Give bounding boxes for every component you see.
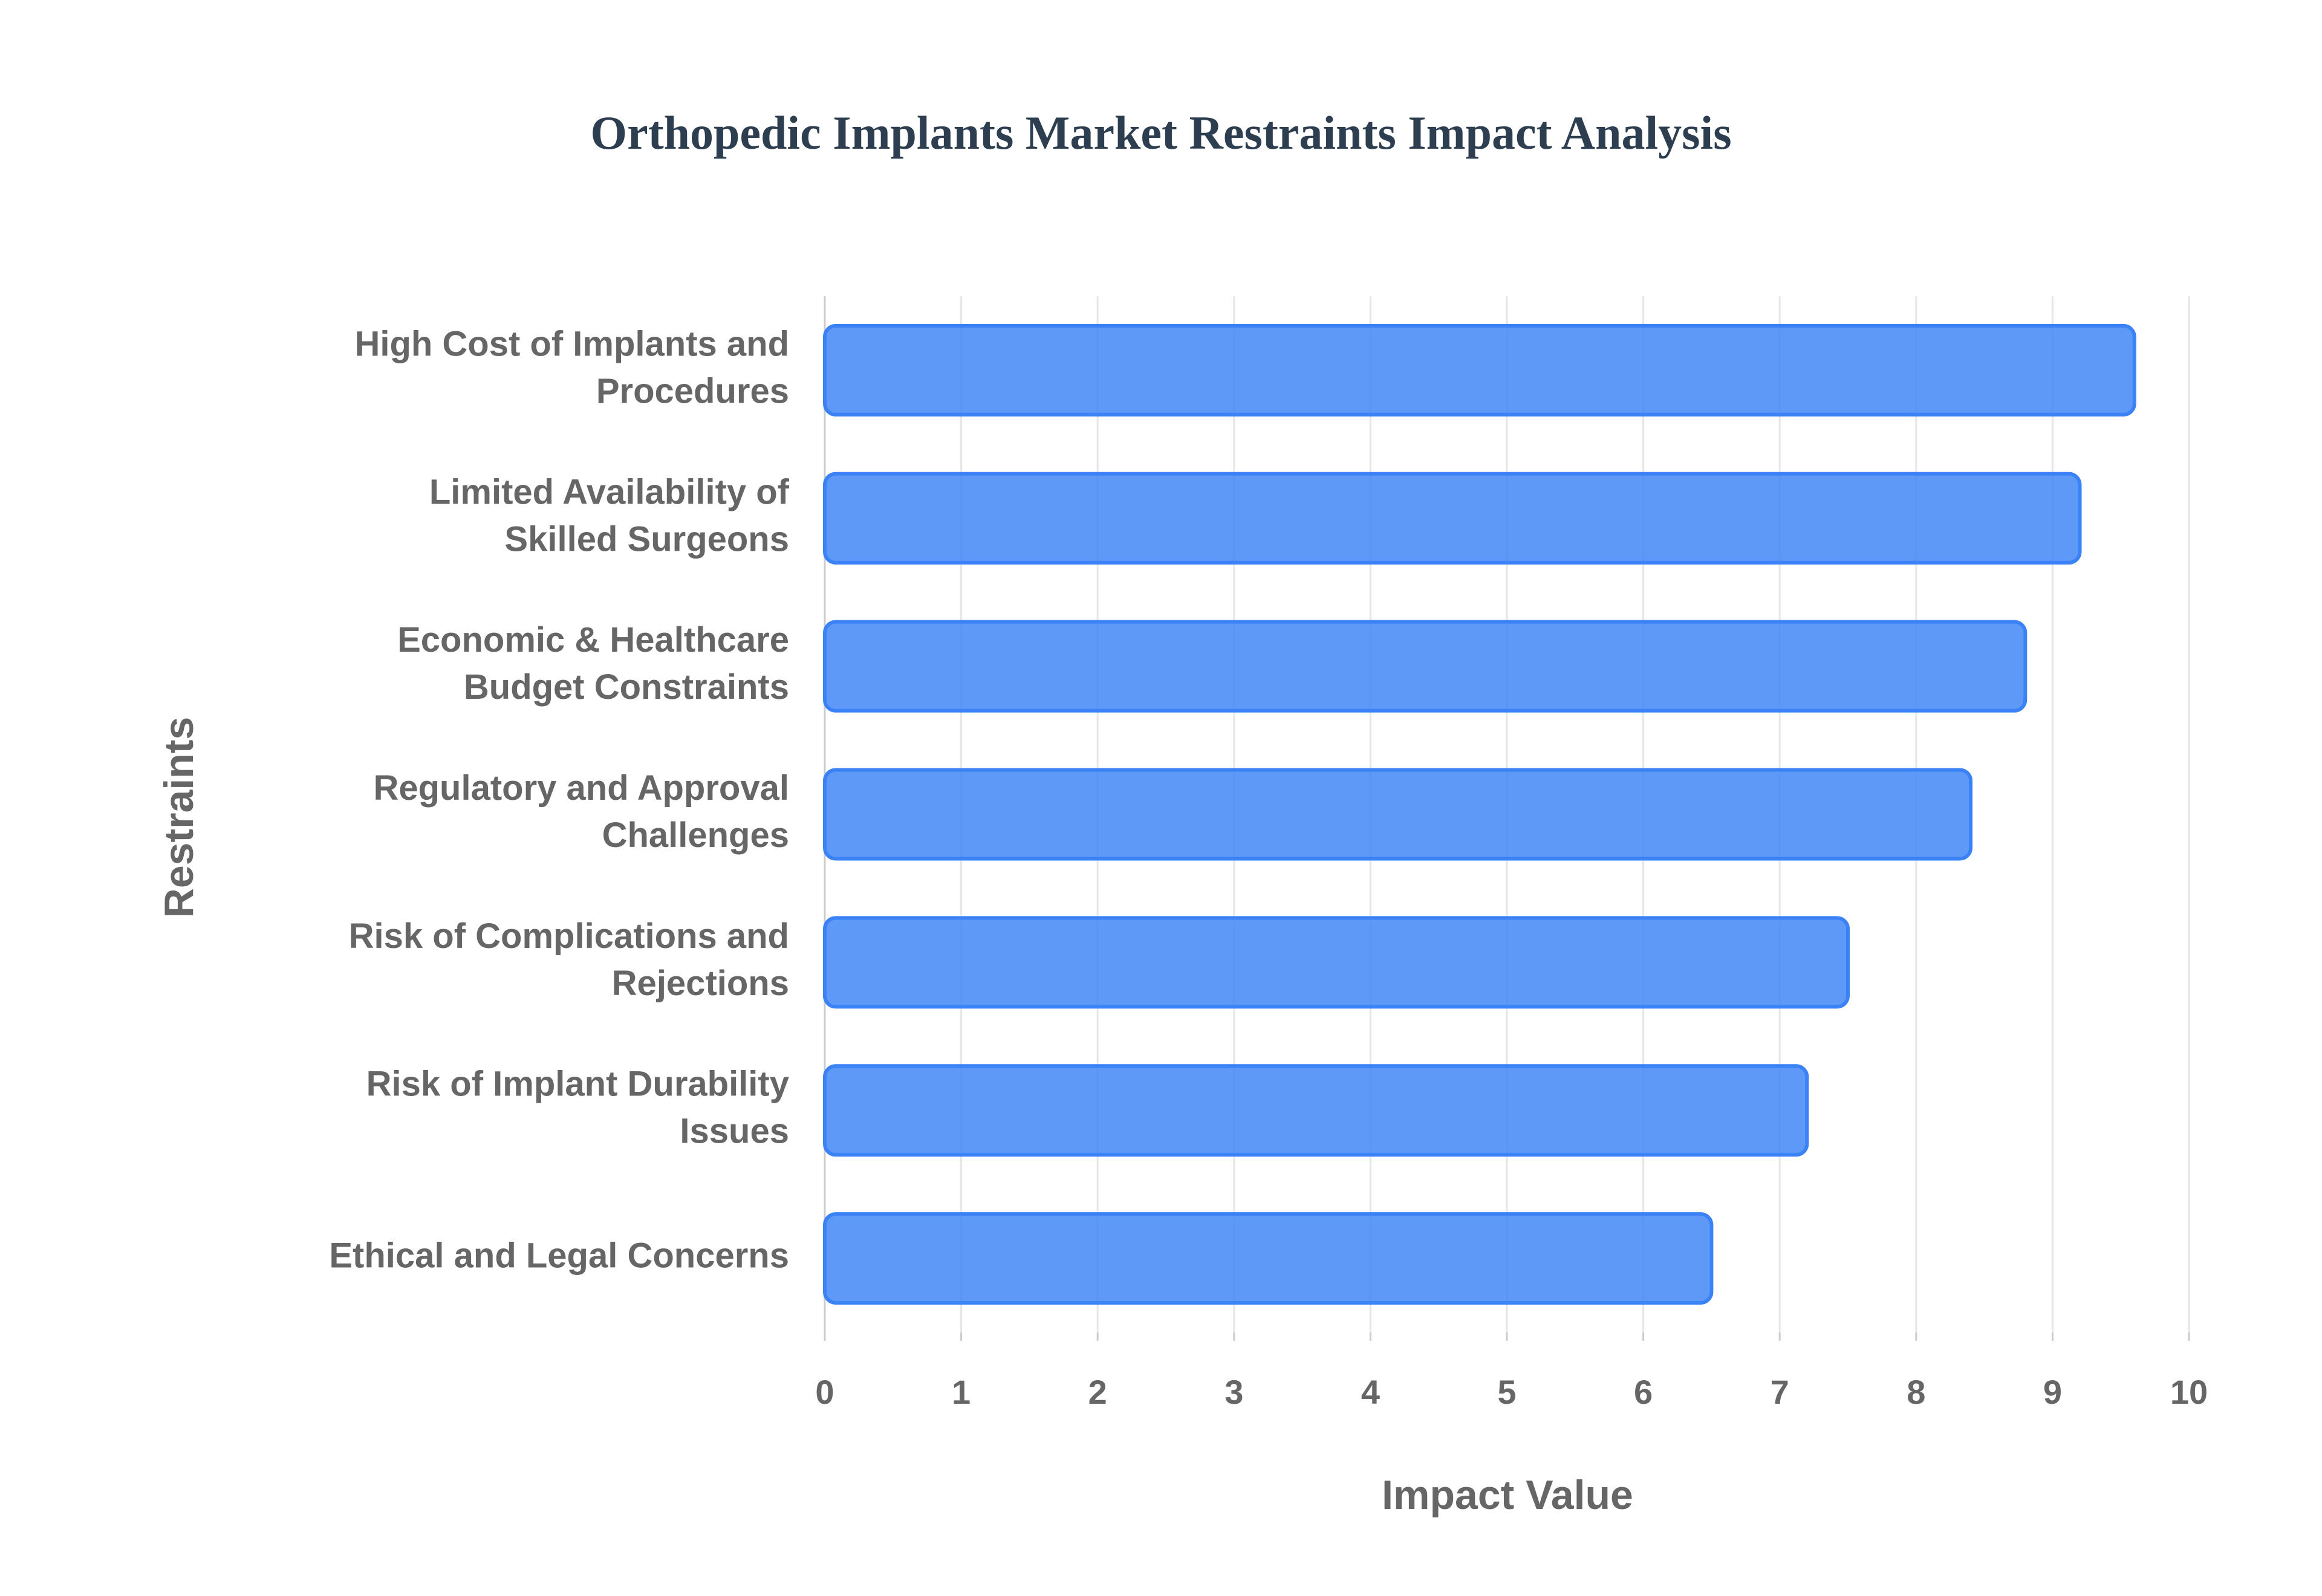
y-tick-label: Limited Availability of Skilled Surgeons bbox=[429, 473, 790, 559]
y-axis-label: Restraints bbox=[156, 717, 202, 918]
x-tick-label: 1 bbox=[952, 1373, 971, 1411]
y-tick-label: High Cost of Implants and Procedures bbox=[354, 325, 789, 411]
bar bbox=[823, 472, 2082, 565]
bar bbox=[823, 323, 2136, 417]
y-tick-label: Risk of Complications and Rejections bbox=[349, 916, 789, 1003]
bar bbox=[823, 1064, 1809, 1157]
x-tick-label: 8 bbox=[1907, 1373, 1925, 1411]
bar bbox=[823, 768, 1973, 861]
bar bbox=[823, 620, 2028, 713]
y-tick-label: Risk of Implant Durability Issues bbox=[366, 1065, 789, 1151]
x-tick-label: 9 bbox=[2043, 1373, 2062, 1411]
x-tick-label: 0 bbox=[815, 1373, 834, 1411]
bar bbox=[823, 916, 1850, 1009]
x-tick-label: 4 bbox=[1361, 1373, 1380, 1411]
x-tick-label: 3 bbox=[1224, 1373, 1243, 1411]
y-tick-label: Ethical and Legal Concerns bbox=[329, 1236, 789, 1276]
y-tick-label: Regulatory and Approval Challenges bbox=[373, 768, 789, 855]
x-axis-label: Impact Value bbox=[1382, 1472, 1633, 1518]
chart-title: Orthopedic Implants Market Restraints Im… bbox=[590, 106, 1731, 159]
x-tick-label: 10 bbox=[2170, 1373, 2208, 1411]
x-tick-label: 6 bbox=[1634, 1373, 1653, 1411]
bar bbox=[823, 1212, 1714, 1305]
y-tick-label: Economic & Healthcare Budget Constraints bbox=[397, 620, 789, 707]
x-tick-label: 7 bbox=[1771, 1373, 1789, 1411]
x-tick-label: 5 bbox=[1497, 1373, 1516, 1411]
x-tick-label: 2 bbox=[1088, 1373, 1107, 1411]
